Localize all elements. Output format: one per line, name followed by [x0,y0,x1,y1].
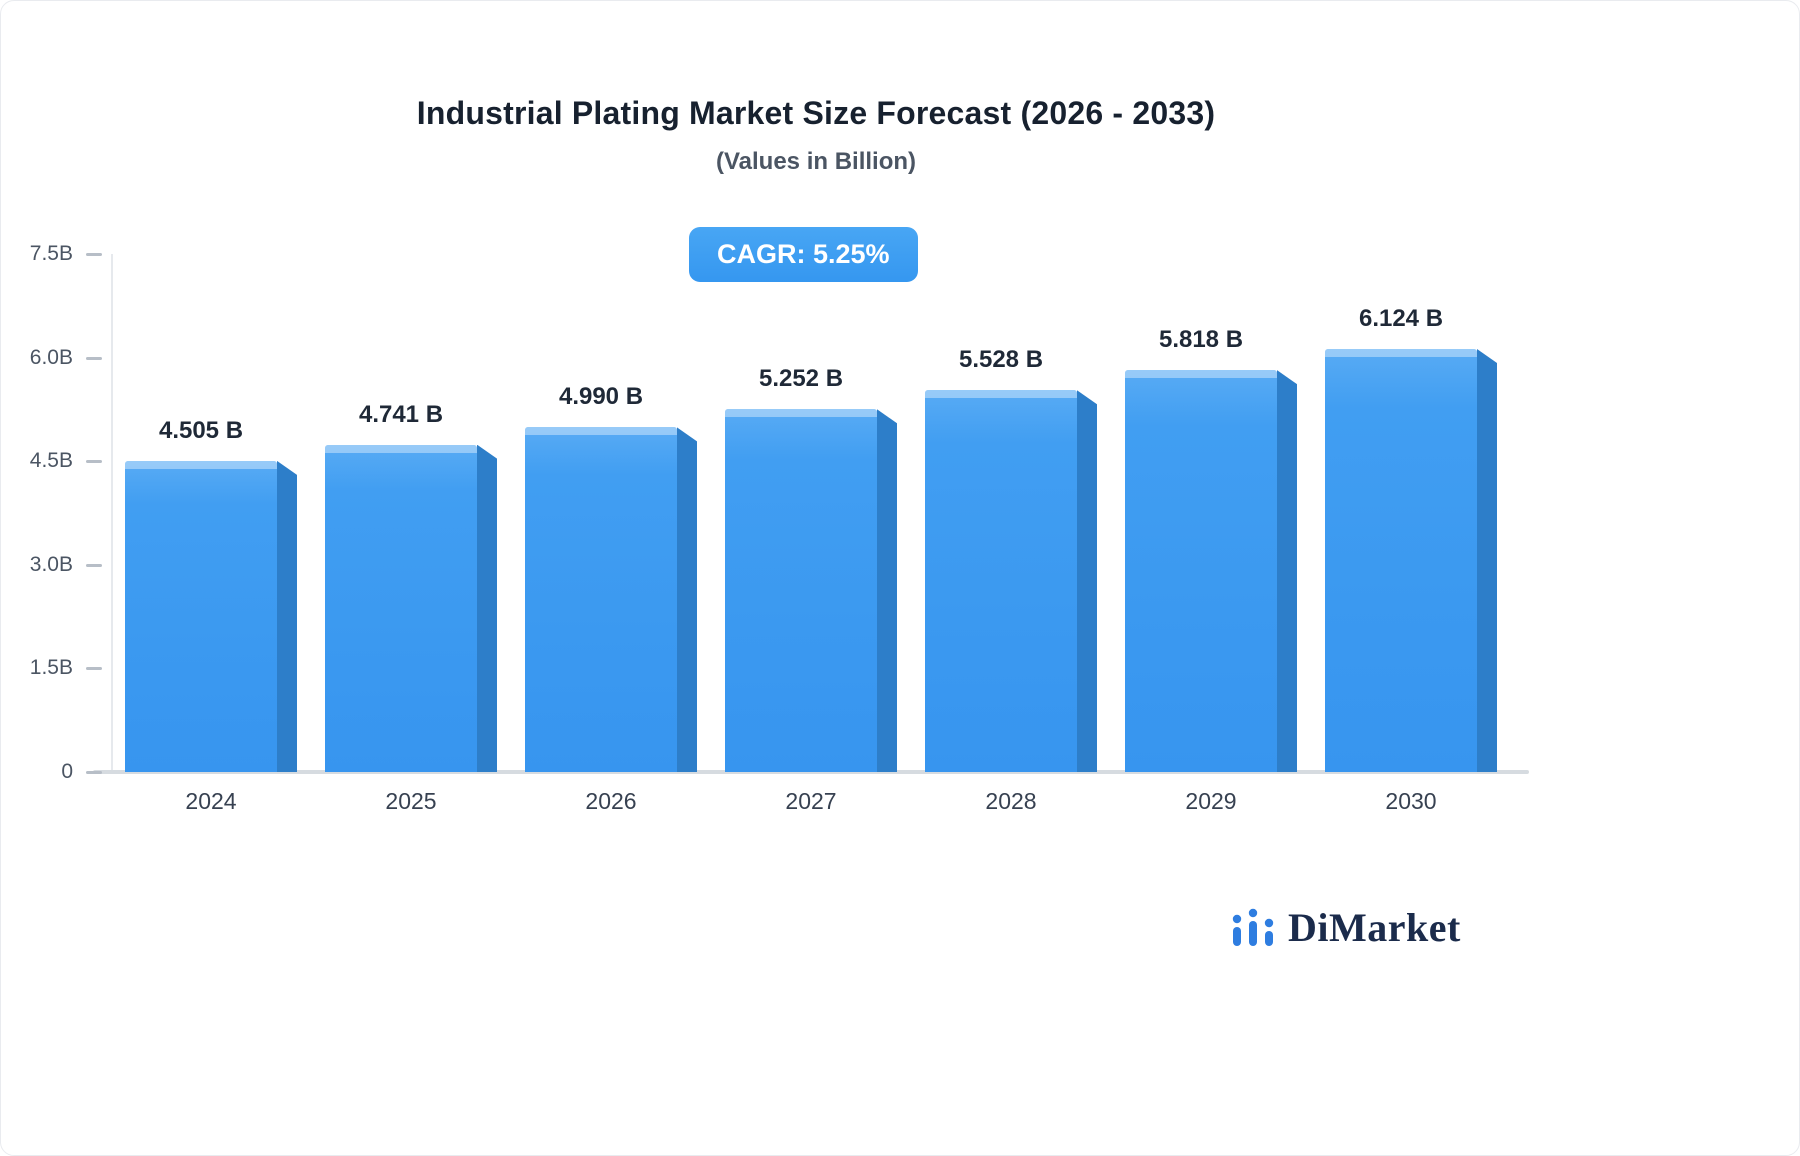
bar-face [325,444,477,772]
y-tick-label: 3.0B [29,552,73,576]
x-tick-label: 2028 [985,788,1037,814]
y-tick-mark [86,771,102,774]
bar-side [677,427,697,772]
bar-value-label: 4.990 B [558,383,644,411]
bar-2025: 4.741 B [325,401,497,772]
bar-value-label: 5.252 B [758,365,844,393]
mini-bar-chart-icon [1232,908,1274,946]
bar-value-label: 4.505 B [158,416,244,444]
x-tick-label: 2029 [1185,788,1237,814]
bar-face [125,460,277,772]
bar-face [925,390,1077,772]
bar-top-highlight [1125,370,1277,379]
y-axis-line [111,254,113,772]
bar-2026: 4.990 B [525,383,697,772]
bar-face [1125,370,1277,772]
bar-2028: 5.528 B [925,346,1097,772]
x-tick-label: 2027 [785,788,837,814]
y-tick-label: 0 [61,760,73,783]
y-tick-label: 6.0B [29,345,73,369]
x-tick-label: 2030 [1385,788,1437,814]
y-tick-mark [86,460,102,464]
bar-side [1477,349,1497,772]
y-tick-label: 7.5B [29,242,73,265]
bar-side [277,460,297,772]
bar-face [525,427,677,772]
cagr-badge: CAGR: 5.25% [689,227,918,282]
chart-title: Industrial Plating Market Size Forecast … [416,95,1216,131]
bar-value-label: 6.124 B [1358,305,1444,333]
x-axis-line [93,770,1529,774]
y-tick-label: 1.5B [29,656,73,680]
plot-area: 0 1.5B 3.0B 4.5B 6.0B 7.5B 4.505 B 2024 4.741 B 2… [30,242,1529,814]
dimarket-logo-text: DiMarket [1288,905,1461,950]
bar-side [1077,390,1097,772]
bar-face [1325,349,1477,772]
y-tick-mark [86,356,102,360]
bar-top-highlight [125,460,277,469]
chart-subtitle: (Values in Billion) [715,148,917,175]
bar-side [877,409,897,772]
bar-2024: 4.505 B [125,417,297,772]
bar-2029: 5.818 B [1125,326,1297,772]
bar-top-highlight [325,444,477,453]
bar-top-highlight [525,427,677,436]
x-tick-label: 2024 [185,788,237,814]
bar-value-label: 5.818 B [1158,326,1244,354]
bar-value-label: 5.528 B [958,346,1044,374]
x-tick-label: 2026 [585,788,637,814]
bar-top-highlight [1325,349,1477,358]
bar-face [725,409,877,772]
bar-side [1277,370,1297,772]
x-tick-label: 2025 [385,788,437,814]
bar-2030: 6.124 B [1325,305,1497,772]
y-tick-mark [86,253,102,256]
bar-side [477,444,497,772]
y-tick-label: 4.5B [29,449,73,473]
bar-2027: 5.252 B [725,365,897,772]
bar-top-highlight [925,390,1077,399]
dimarket-logo: DiMarket [1229,904,1461,951]
y-tick-mark [86,563,102,567]
bar-top-highlight [725,409,877,418]
y-tick-mark [86,667,102,671]
bar-value-label: 4.741 B [358,400,444,428]
